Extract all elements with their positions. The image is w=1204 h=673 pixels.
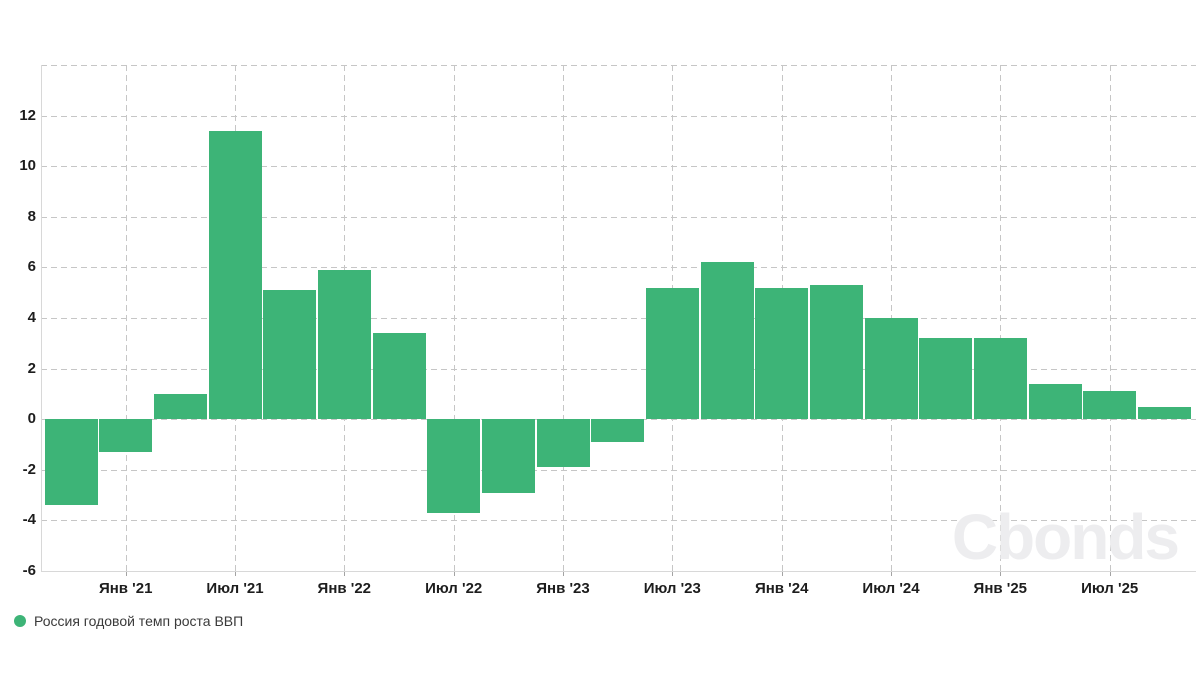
x-axis-tick [235, 572, 236, 576]
bar-Янв '22[interactable] [317, 269, 371, 420]
bar-Окт '25[interactable] [1137, 406, 1191, 420]
bar-Апр '24[interactable] [809, 285, 863, 420]
x-axis-tick [125, 572, 127, 576]
x-axis-tick [563, 572, 564, 576]
bar-Окт '20[interactable] [44, 419, 98, 506]
bar-Июл '25[interactable] [1083, 391, 1137, 420]
bar-Янв '24[interactable] [755, 287, 809, 420]
gridline-vertical [125, 65, 127, 571]
legend-item[interactable]: Россия годовой темп роста ВВП [14, 610, 243, 632]
bar-Окт '22[interactable] [481, 419, 535, 493]
gridline-vertical [1109, 65, 1111, 571]
x-axis-tick [781, 572, 783, 576]
gridline-horizontal [41, 115, 1196, 117]
bar-Янв '23[interactable] [536, 419, 590, 468]
gridline-horizontal [41, 166, 1196, 168]
x-axis-tick [1109, 572, 1111, 576]
x-axis-label: Янв '22 [317, 580, 372, 597]
gridline-horizontal [41, 368, 1196, 370]
y-axis-label: 10 [19, 157, 36, 175]
bar-Янв '21[interactable] [99, 419, 153, 453]
y-axis-line [41, 65, 42, 571]
bar-Апр '22[interactable] [372, 333, 426, 420]
y-axis-label: -6 [22, 562, 36, 579]
gridline-horizontal [41, 318, 1196, 319]
y-axis-label: -4 [22, 511, 36, 529]
y-axis-label: 0 [27, 410, 36, 428]
cbonds-watermark: Cbonds [951, 501, 1180, 573]
bar-Апр '23[interactable] [591, 419, 645, 442]
x-axis-label: Июл '23 [643, 580, 701, 597]
bar-Окт '21[interactable] [263, 290, 317, 420]
bar-Июл '23[interactable] [645, 287, 699, 420]
bar-Янв '25[interactable] [973, 338, 1027, 420]
gridline-horizontal [41, 216, 1196, 218]
x-axis-label: Июл '24 [862, 580, 920, 597]
x-axis-tick [1000, 572, 1002, 576]
y-axis-label: 8 [27, 207, 36, 225]
bar-Апр '21[interactable] [153, 393, 207, 420]
bar-Июл '24[interactable] [864, 318, 918, 420]
y-axis-label: 2 [27, 359, 36, 377]
x-axis-label: Янв '23 [536, 580, 590, 597]
bar-Июл '22[interactable] [427, 419, 481, 513]
x-axis-label: Июл '22 [425, 580, 483, 597]
gridline-horizontal [41, 469, 1196, 471]
x-axis-line [41, 571, 1196, 572]
x-axis-label: Янв '24 [754, 580, 809, 597]
gridline-horizontal [41, 65, 1196, 66]
y-axis-label: 6 [27, 258, 36, 276]
bar-Июл '21[interactable] [208, 130, 262, 420]
y-axis-label: 4 [27, 309, 36, 326]
x-axis-tick [891, 572, 892, 576]
y-axis-label: 12 [19, 106, 36, 124]
gridline-vertical [1000, 65, 1002, 571]
x-axis-tick [344, 572, 346, 576]
gridline-vertical [563, 65, 564, 571]
x-axis-tick [453, 572, 455, 576]
gridline-horizontal [41, 520, 1196, 522]
legend-label: Россия годовой темп роста ВВП [34, 613, 244, 629]
x-axis-tick [672, 572, 674, 576]
bar-Окт '24[interactable] [919, 338, 973, 420]
bar-Окт '23[interactable] [700, 262, 754, 420]
x-axis-label: Июл '25 [1081, 580, 1139, 597]
x-axis-label: Янв '21 [98, 580, 153, 597]
legend-marker-icon [14, 615, 26, 627]
gridline-horizontal [41, 267, 1196, 269]
x-axis-label: Янв '25 [973, 580, 1028, 597]
bar-Апр '25[interactable] [1028, 383, 1082, 420]
gridline-vertical [453, 65, 455, 571]
x-axis-label: Июл '21 [206, 580, 264, 597]
y-axis-label: -2 [22, 460, 36, 478]
